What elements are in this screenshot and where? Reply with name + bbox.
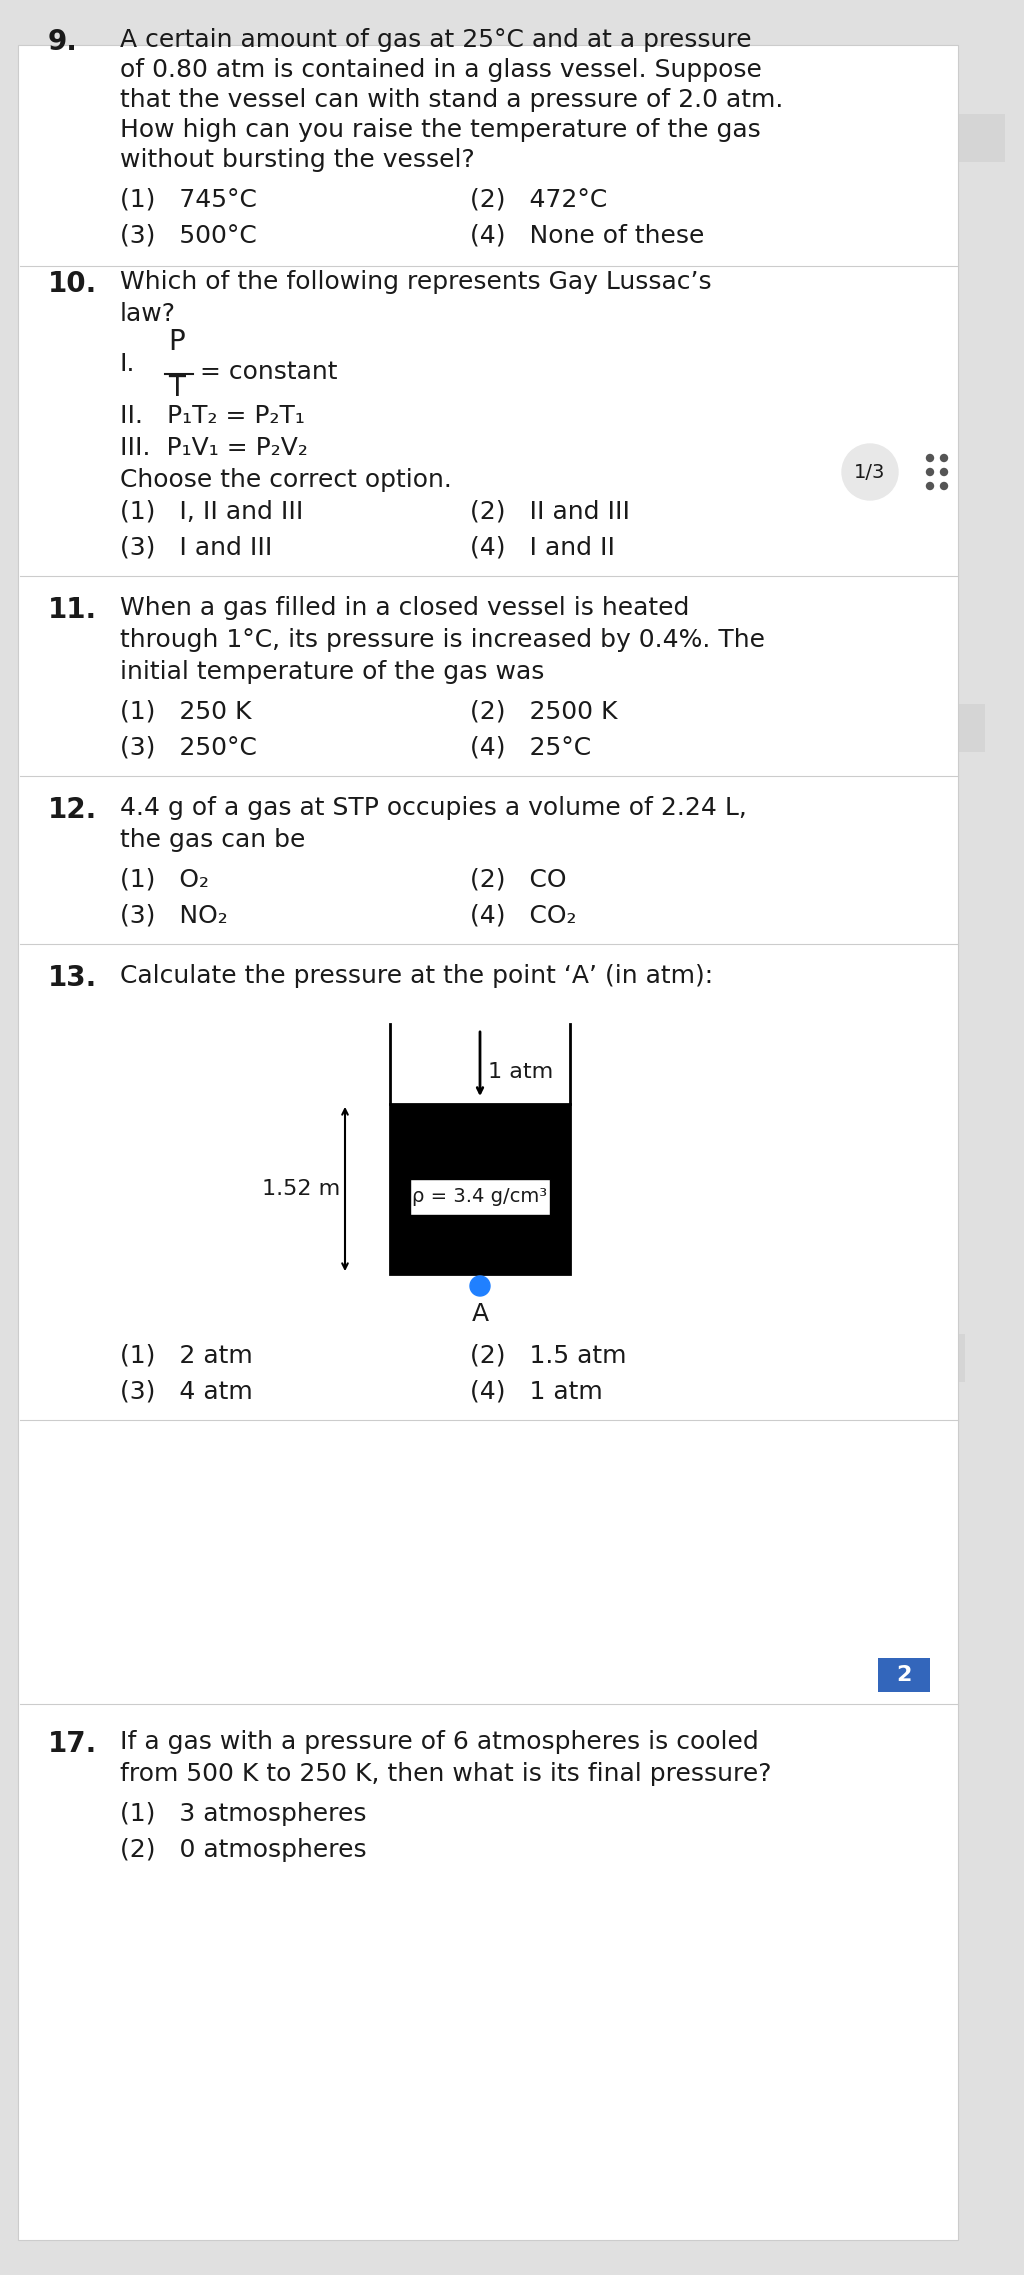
Text: 1/3: 1/3	[854, 462, 886, 482]
Circle shape	[940, 469, 947, 475]
Text: III.  P₁V₁ = P₂V₂: III. P₁V₁ = P₂V₂	[120, 437, 308, 460]
Text: How high can you raise the temperature of the gas: How high can you raise the temperature o…	[120, 118, 761, 141]
Text: (3)   I and III: (3) I and III	[120, 537, 272, 560]
Text: 11.: 11.	[48, 596, 97, 623]
Text: (3)   NO₂: (3) NO₂	[120, 903, 227, 928]
Text: When a gas filled in a closed vessel is heated: When a gas filled in a closed vessel is …	[120, 596, 689, 621]
Text: ρ = 3.4 g/cm³: ρ = 3.4 g/cm³	[413, 1188, 548, 1206]
Text: W: W	[90, 89, 994, 871]
Text: Which of the following represents Gay Lussac’s: Which of the following represents Gay Lu…	[120, 271, 712, 293]
Text: (4)   25°C: (4) 25°C	[470, 737, 591, 760]
Text: (4)   I and II: (4) I and II	[470, 537, 615, 560]
Text: (3)   250°C: (3) 250°C	[120, 737, 257, 760]
Text: 13.: 13.	[48, 965, 97, 992]
Text: 2: 2	[896, 1665, 911, 1686]
Text: 1 atm: 1 atm	[488, 1062, 553, 1083]
Text: (4)   None of these: (4) None of these	[470, 223, 705, 248]
Text: that the vessel can with stand a pressure of 2.0 atm.: that the vessel can with stand a pressur…	[120, 89, 783, 111]
Text: If a gas with a pressure of 6 atmospheres is cooled: If a gas with a pressure of 6 atmosphere…	[120, 1729, 759, 1754]
Text: 10.: 10.	[48, 271, 97, 298]
Circle shape	[842, 444, 898, 500]
Text: A certain amount of gas at 25°C and at a pressure: A certain amount of gas at 25°C and at a…	[120, 27, 752, 52]
Text: A: A	[471, 1301, 488, 1326]
Text: (2)   1.5 atm: (2) 1.5 atm	[470, 1345, 627, 1367]
Text: = constant: = constant	[200, 359, 338, 384]
Circle shape	[927, 482, 934, 489]
Text: Calculate the pressure at the point ‘A’ (in atm):: Calculate the pressure at the point ‘A’ …	[120, 965, 713, 987]
Text: 1.52 m: 1.52 m	[262, 1178, 340, 1199]
Circle shape	[927, 469, 934, 475]
Circle shape	[470, 1276, 490, 1297]
Text: (4)   1 atm: (4) 1 atm	[470, 1381, 603, 1404]
Text: law?: law?	[120, 303, 176, 325]
Text: (1)   250 K: (1) 250 K	[120, 701, 252, 723]
Circle shape	[927, 455, 934, 462]
Text: I.: I.	[120, 353, 135, 375]
Text: 17.: 17.	[48, 1729, 97, 1759]
Text: (2)   0 atmospheres: (2) 0 atmospheres	[120, 1838, 367, 1861]
Text: 4.4 g of a gas at STP occupies a volume of 2.24 L,: 4.4 g of a gas at STP occupies a volume …	[120, 796, 746, 819]
Text: (1)   2 atm: (1) 2 atm	[120, 1345, 253, 1367]
Text: (1)   3 atmospheres: (1) 3 atmospheres	[120, 1802, 367, 1827]
Text: of 0.80 atm is contained in a glass vessel. Suppose: of 0.80 atm is contained in a glass vess…	[120, 57, 762, 82]
Text: (1)   I, II and III: (1) I, II and III	[120, 500, 303, 523]
Text: the gas can be: the gas can be	[120, 828, 305, 853]
Text: Choose the correct option.: Choose the correct option.	[120, 469, 452, 491]
Bar	[390, 1103, 570, 1274]
Text: P: P	[168, 328, 184, 355]
Text: without bursting the vessel?: without bursting the vessel?	[120, 148, 475, 173]
Text: (1)   745°C: (1) 745°C	[120, 189, 257, 212]
Text: T: T	[168, 373, 185, 403]
Circle shape	[940, 482, 947, 489]
Text: (2)   CO: (2) CO	[470, 869, 566, 892]
Text: (4)   CO₂: (4) CO₂	[470, 903, 577, 928]
Bar	[410, 1178, 550, 1215]
Text: (3)   500°C: (3) 500°C	[120, 223, 257, 248]
Bar	[878, 1658, 930, 1693]
Text: W: W	[50, 1310, 954, 2091]
Text: from 500 K to 250 K, then what is its final pressure?: from 500 K to 250 K, then what is its fi…	[120, 1763, 771, 1786]
Text: II.   P₁T₂ = P₂T₁: II. P₁T₂ = P₂T₁	[120, 405, 305, 428]
Text: (1)   O₂: (1) O₂	[120, 869, 209, 892]
Text: (3)   4 atm: (3) 4 atm	[120, 1381, 253, 1404]
Text: 9.: 9.	[48, 27, 78, 57]
Text: (2)   472°C: (2) 472°C	[470, 189, 607, 212]
Text: (2)   II and III: (2) II and III	[470, 500, 630, 523]
Text: W: W	[70, 680, 975, 1461]
Text: initial temperature of the gas was: initial temperature of the gas was	[120, 660, 545, 685]
Text: 12.: 12.	[48, 796, 97, 824]
Text: through 1°C, its pressure is increased by 0.4%. The: through 1°C, its pressure is increased b…	[120, 628, 765, 653]
Circle shape	[940, 455, 947, 462]
Text: (2)   2500 K: (2) 2500 K	[470, 701, 617, 723]
